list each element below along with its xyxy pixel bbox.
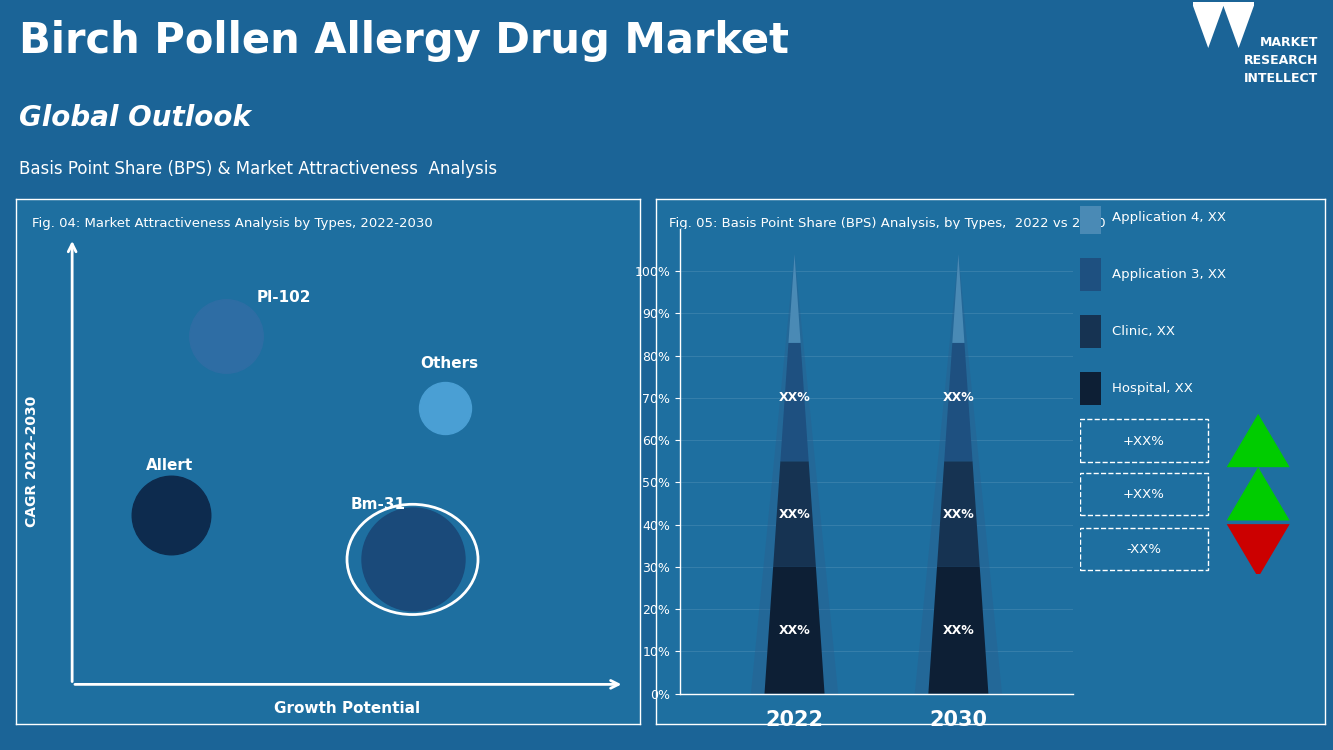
Bar — [1080, 201, 1101, 234]
Polygon shape — [1226, 414, 1290, 467]
Text: XX%: XX% — [942, 624, 974, 637]
Polygon shape — [1226, 524, 1290, 578]
Text: Allert: Allert — [147, 458, 193, 472]
Polygon shape — [944, 343, 973, 461]
Text: MARKET
RESEARCH
INTELLECT: MARKET RESEARCH INTELLECT — [1244, 35, 1318, 85]
Text: Clinic, XX: Clinic, XX — [1112, 325, 1176, 338]
Polygon shape — [1224, 6, 1254, 48]
Text: CAGR 2022-2030: CAGR 2022-2030 — [24, 396, 39, 526]
Polygon shape — [952, 254, 965, 343]
Text: +XX%: +XX% — [1122, 435, 1165, 448]
Polygon shape — [928, 567, 988, 694]
Polygon shape — [773, 461, 816, 567]
Polygon shape — [788, 254, 801, 343]
Polygon shape — [914, 254, 1002, 694]
Text: XX%: XX% — [942, 392, 974, 404]
Polygon shape — [937, 461, 980, 567]
Polygon shape — [765, 567, 825, 694]
Text: XX%: XX% — [778, 624, 810, 637]
Text: Fig. 05: Basis Point Share (BPS) Analysis, by Types,  2022 vs 2030: Fig. 05: Basis Point Share (BPS) Analysi… — [669, 217, 1106, 230]
Text: Pl-102: Pl-102 — [257, 290, 312, 304]
Text: Birch Pollen Allergy Drug Market: Birch Pollen Allergy Drug Market — [19, 20, 789, 62]
Text: XX%: XX% — [778, 508, 810, 520]
Text: Basis Point Share (BPS) & Market Attractiveness  Analysis: Basis Point Share (BPS) & Market Attract… — [19, 160, 497, 178]
Text: XX%: XX% — [778, 392, 810, 404]
Text: Global Outlook: Global Outlook — [19, 104, 251, 132]
Bar — [1080, 315, 1101, 348]
Bar — [1080, 372, 1101, 405]
Text: Fig. 04: Market Attractiveness Analysis by Types, 2022-2030: Fig. 04: Market Attractiveness Analysis … — [32, 217, 432, 230]
Point — [435, 402, 456, 414]
Text: Bm-31: Bm-31 — [351, 497, 405, 512]
Point — [160, 509, 181, 520]
Text: Application 3, XX: Application 3, XX — [1112, 268, 1226, 280]
Text: Others: Others — [420, 356, 479, 371]
Polygon shape — [1193, 2, 1254, 6]
Polygon shape — [780, 343, 809, 461]
Text: -XX%: -XX% — [1126, 543, 1161, 556]
Polygon shape — [1193, 6, 1224, 48]
Text: XX%: XX% — [942, 508, 974, 520]
Point — [215, 330, 236, 342]
Polygon shape — [1226, 467, 1290, 520]
Text: Growth Potential: Growth Potential — [273, 700, 420, 715]
Polygon shape — [750, 254, 838, 694]
Text: Hospital, XX: Hospital, XX — [1112, 382, 1193, 394]
Bar — [1080, 258, 1101, 291]
Text: +XX%: +XX% — [1122, 488, 1165, 501]
Point — [401, 554, 423, 566]
Text: Application 4, XX: Application 4, XX — [1112, 211, 1226, 224]
